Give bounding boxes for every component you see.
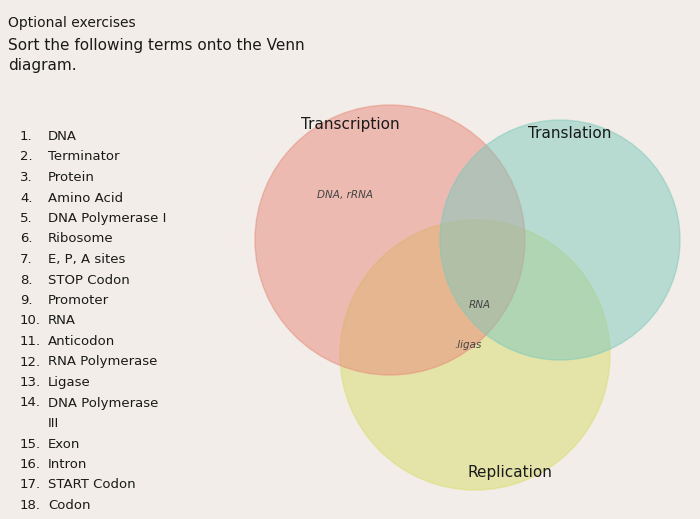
Text: 16.: 16.	[20, 458, 41, 471]
Text: 7.: 7.	[20, 253, 33, 266]
Text: Exon: Exon	[48, 438, 80, 450]
Text: Amino Acid: Amino Acid	[48, 192, 123, 204]
Text: 18.: 18.	[20, 499, 41, 512]
Text: Replication: Replication	[468, 465, 552, 480]
Text: RNA Polymerase: RNA Polymerase	[48, 356, 158, 368]
Text: 12.: 12.	[20, 356, 41, 368]
Text: 17.: 17.	[20, 479, 41, 491]
Text: Anticodon: Anticodon	[48, 335, 116, 348]
Text: 3.: 3.	[20, 171, 33, 184]
Text: DNA: DNA	[48, 130, 77, 143]
Text: DNA Polymerase I: DNA Polymerase I	[48, 212, 167, 225]
Text: Ligase: Ligase	[48, 376, 91, 389]
Text: Optional exercises: Optional exercises	[8, 16, 136, 30]
Text: 13.: 13.	[20, 376, 41, 389]
Text: Protein: Protein	[48, 171, 95, 184]
Text: DNA, rRNA: DNA, rRNA	[317, 190, 373, 200]
Text: Codon: Codon	[48, 499, 90, 512]
Text: 14.: 14.	[20, 397, 41, 409]
Circle shape	[440, 120, 680, 360]
Text: STOP Codon: STOP Codon	[48, 274, 130, 286]
Text: RNA: RNA	[48, 315, 76, 327]
Text: Ribosome: Ribosome	[48, 233, 113, 245]
Text: 6.: 6.	[20, 233, 32, 245]
Circle shape	[255, 105, 525, 375]
Text: .ligas: .ligas	[454, 340, 482, 350]
Text: 4.: 4.	[20, 192, 32, 204]
Text: Terminator: Terminator	[48, 151, 120, 163]
Text: Translation: Translation	[528, 126, 612, 141]
Text: 11.: 11.	[20, 335, 41, 348]
Text: 10.: 10.	[20, 315, 41, 327]
Text: 2.: 2.	[20, 151, 33, 163]
Text: DNA Polymerase: DNA Polymerase	[48, 397, 158, 409]
Text: Promoter: Promoter	[48, 294, 109, 307]
Text: E, P, A sites: E, P, A sites	[48, 253, 125, 266]
Text: RNA: RNA	[469, 300, 491, 310]
Text: 9.: 9.	[20, 294, 32, 307]
Text: Transcription: Transcription	[301, 117, 399, 132]
Text: 15.: 15.	[20, 438, 41, 450]
Circle shape	[340, 220, 610, 490]
Text: 5.: 5.	[20, 212, 33, 225]
Text: Intron: Intron	[48, 458, 88, 471]
Text: Sort the following terms onto the Venn
diagram.: Sort the following terms onto the Venn d…	[8, 38, 304, 73]
Text: 1.: 1.	[20, 130, 33, 143]
Text: III: III	[48, 417, 60, 430]
Text: START Codon: START Codon	[48, 479, 136, 491]
Text: 8.: 8.	[20, 274, 32, 286]
